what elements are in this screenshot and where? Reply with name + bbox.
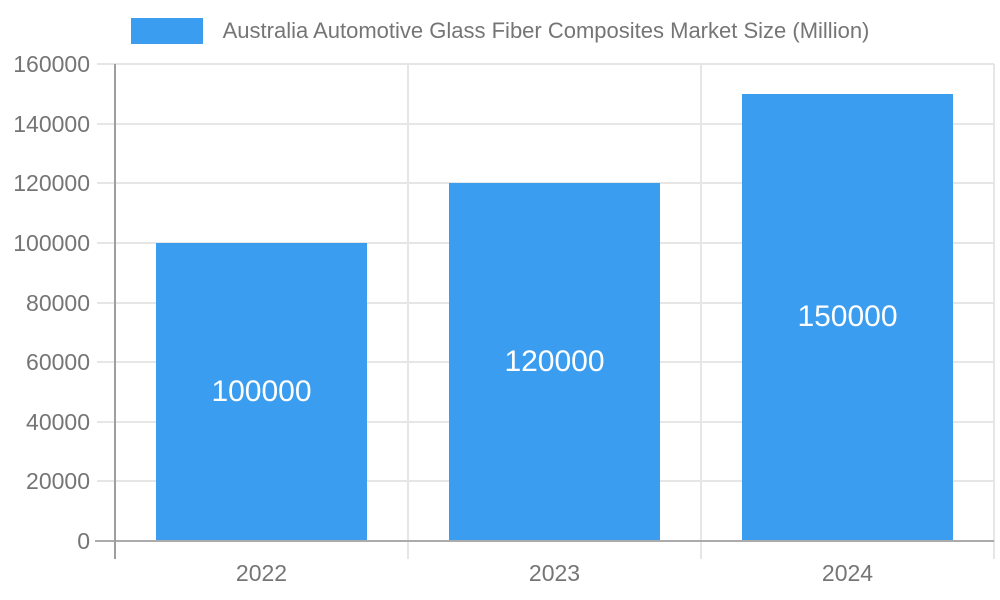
y-tick-label: 80000 [26,289,90,316]
y-axis-line [114,64,116,559]
y-tick-label: 20000 [26,468,90,495]
x-tick-label: 2023 [528,560,581,586]
category-separator-line [700,64,702,559]
legend-color-swatch [130,18,203,44]
legend-label: Australia Automotive Glass Fiber Composi… [222,18,870,43]
y-tick-label: 160000 [13,51,90,77]
legend[interactable]: Australia Automotive Glass Fiber Composi… [0,16,1000,46]
bar-value-label: 100000 [211,374,312,408]
bar-value-label: 120000 [504,345,605,379]
y-tick-label: 60000 [26,349,90,376]
x-tick-label: 2022 [235,560,288,586]
bar-2023: 120000 [449,183,660,541]
x-tick-label: 2024 [821,560,874,586]
y-tick-label: 40000 [26,408,90,435]
bar-value-label: 150000 [797,300,898,334]
y-tick-label: 0 [77,528,90,554]
bar-2024: 150000 [742,93,953,541]
y-tick-label: 140000 [13,110,90,137]
y-tick-label: 100000 [13,229,90,256]
y-tick-label: 120000 [13,170,90,197]
x-axis-line [95,540,994,542]
y-gridline [97,63,994,65]
y-gridline [97,122,994,125]
plot-right-border [993,64,995,559]
bar-2022: 100000 [156,242,367,541]
category-separator-line [407,64,409,559]
